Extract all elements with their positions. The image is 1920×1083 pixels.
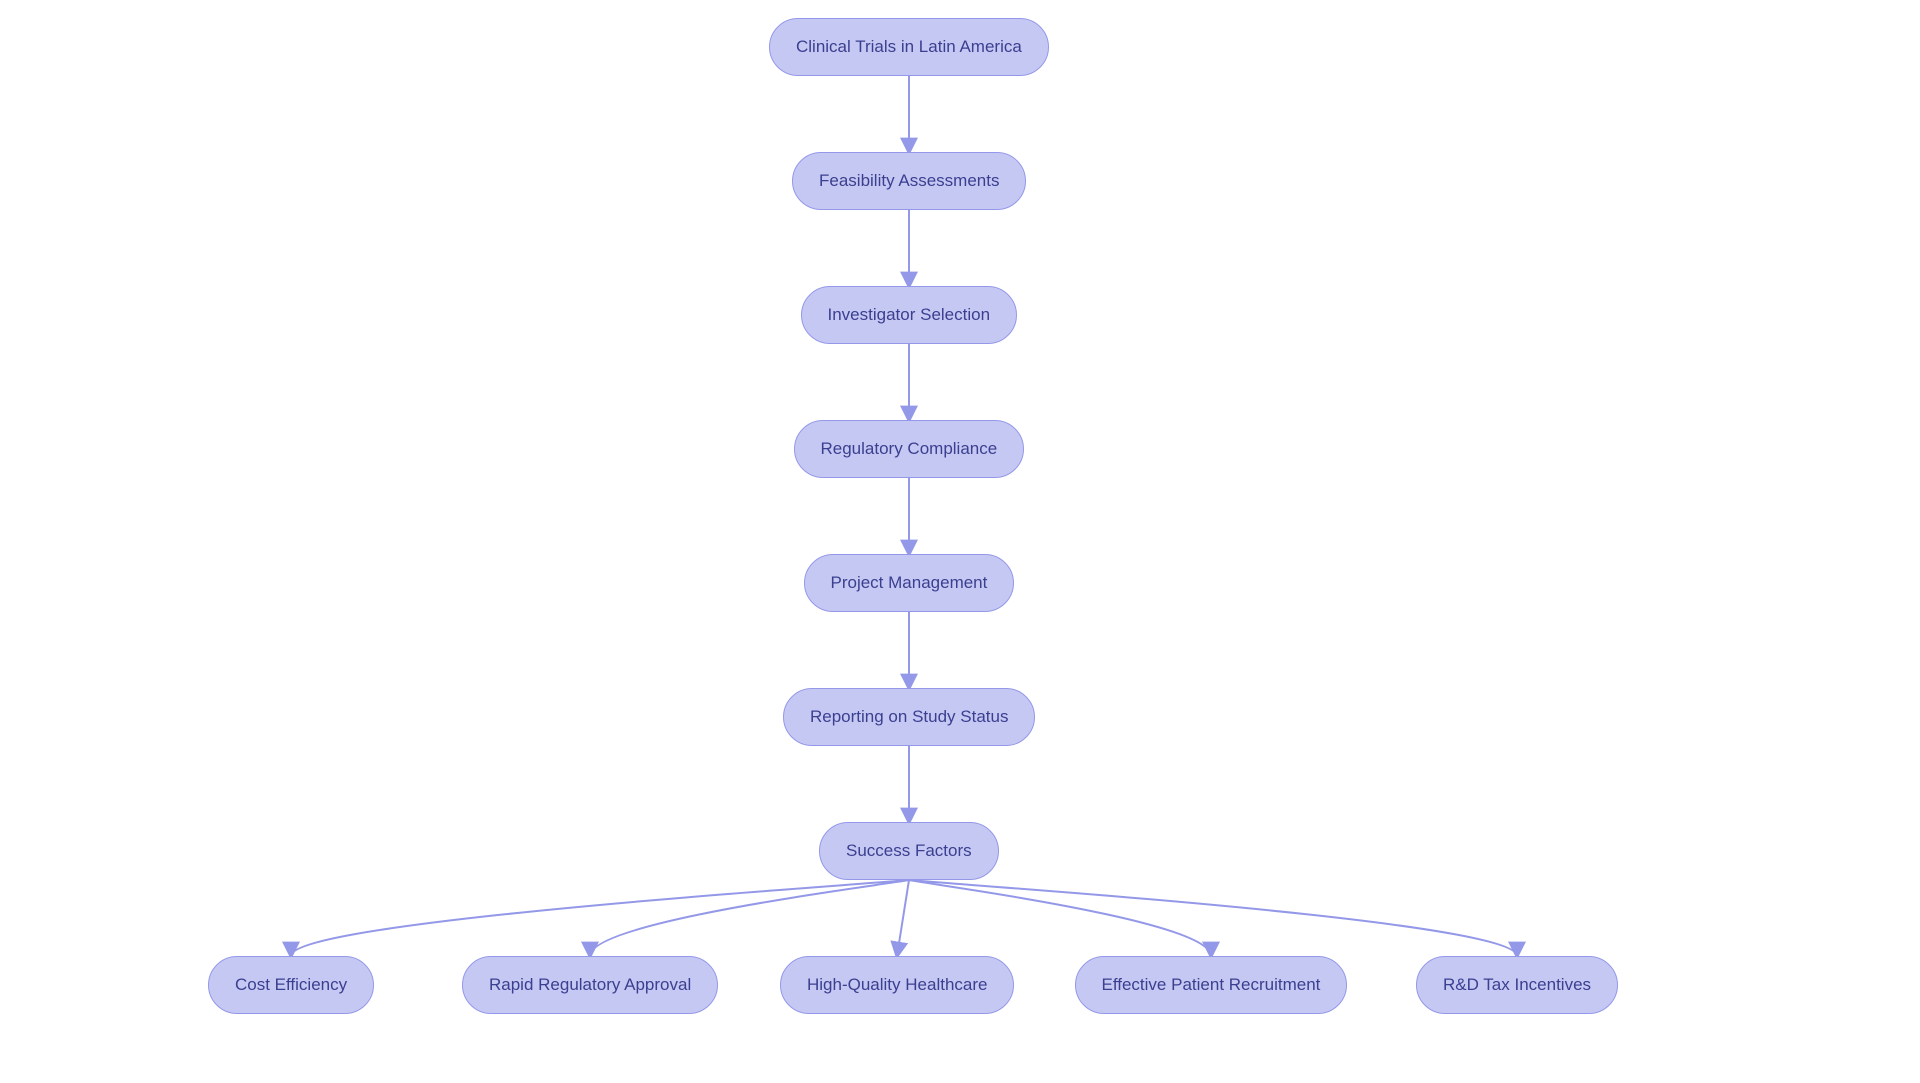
flowchart-node: Project Management [804,554,1015,612]
flowchart-node: Cost Efficiency [208,956,374,1014]
flowchart-node-label: Reporting on Study Status [810,707,1008,727]
flowchart-node-label: Clinical Trials in Latin America [796,37,1022,57]
flowchart-node-label: Investigator Selection [828,305,991,325]
flowchart-node-label: Feasibility Assessments [819,171,999,191]
flowchart-edge [909,880,1211,956]
flowchart-node-label: Rapid Regulatory Approval [489,975,691,995]
flowchart-node: Effective Patient Recruitment [1075,956,1348,1014]
flowchart-edge [897,880,909,956]
flowchart-node-label: High-Quality Healthcare [807,975,987,995]
flowchart-edge [590,880,909,956]
flowchart-node: Regulatory Compliance [794,420,1025,478]
flowchart-node: Reporting on Study Status [783,688,1035,746]
flowchart-node: Clinical Trials in Latin America [769,18,1049,76]
flowchart-node: Feasibility Assessments [792,152,1026,210]
flowchart-node-label: Cost Efficiency [235,975,347,995]
flowchart-node: Rapid Regulatory Approval [462,956,718,1014]
flowchart-edge [291,880,909,956]
flowchart-node-label: Project Management [831,573,988,593]
flowchart-node: R&D Tax Incentives [1416,956,1618,1014]
flowchart-node-label: Regulatory Compliance [821,439,998,459]
flowchart-node-label: Effective Patient Recruitment [1102,975,1321,995]
flowchart-node-label: Success Factors [846,841,972,861]
flowchart-edge [909,880,1517,956]
flowchart-canvas: Clinical Trials in Latin America Feasibil… [0,0,1920,1083]
flowchart-node: High-Quality Healthcare [780,956,1014,1014]
flowchart-node-label: R&D Tax Incentives [1443,975,1591,995]
flowchart-node: Investigator Selection [801,286,1018,344]
flowchart-node: Success Factors [819,822,999,880]
